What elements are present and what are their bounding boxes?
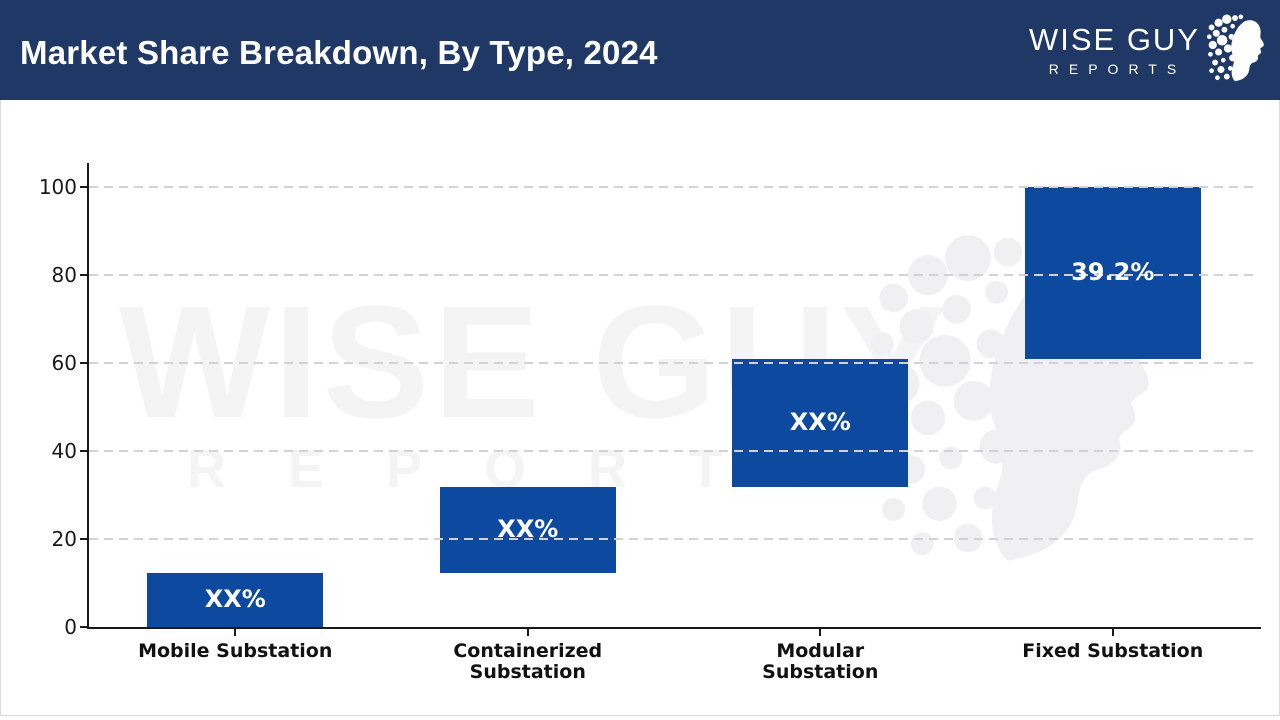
header-banner: Market Share Breakdown, By Type, 2024 WI…: [0, 0, 1280, 100]
y-tick-label: 60: [51, 351, 77, 375]
y-tick-mark: [80, 274, 88, 276]
logo-wordmark: WISE GUY: [1028, 22, 1200, 57]
y-tick-mark: [80, 538, 88, 540]
y-tick-label: 100: [38, 175, 77, 199]
x-category-label: Mobile Substation: [138, 640, 333, 662]
y-tick-label: 40: [51, 439, 77, 463]
logo-text: WISE GUY REPORTS: [1029, 22, 1200, 77]
gridline: [89, 274, 1259, 276]
bar-value-label: 39.2%: [1071, 258, 1155, 287]
bar-segment: [439, 487, 616, 574]
y-tick-mark: [80, 362, 88, 364]
bar-segment: [147, 573, 324, 627]
bar-segment: [732, 359, 909, 488]
logo-subtitle: REPORTS: [1048, 61, 1187, 77]
bar-value-label: XX%: [204, 585, 266, 614]
y-tick-label: 80: [51, 263, 77, 287]
bar-segment: [1024, 187, 1201, 360]
x-tick-mark: [819, 629, 822, 636]
wiseguy-logo: WISE GUY REPORTS: [1006, 6, 1266, 96]
bar-value-label: XX%: [789, 408, 851, 437]
x-tick-mark: [234, 629, 237, 636]
x-axis-line: [87, 627, 1261, 629]
chart-area: 0 20 40 60 80 100 XX% Mobile Substation XX% Conta…: [1, 100, 1279, 715]
y-tick-mark: [80, 450, 88, 452]
y-tick-label: 0: [64, 615, 77, 639]
x-category-label: Fixed Substation: [1022, 640, 1204, 662]
y-tick-label: 20: [51, 527, 77, 551]
y-tick-mark: [80, 186, 88, 188]
x-category-label: Modular Substation: [762, 640, 879, 683]
gridline: [89, 538, 1259, 540]
wiseguy-face-icon: [1204, 11, 1266, 93]
chart-card: WISE GUY REPORTS 0 20 40 60 80 100 XX% Mobile S…: [0, 100, 1280, 716]
y-axis-line: [87, 163, 89, 629]
y-tick-mark: [80, 626, 88, 628]
x-category-label: Containerized Substation: [453, 640, 603, 683]
bar-value-label: XX%: [497, 515, 559, 544]
x-tick-mark: [526, 629, 529, 636]
gridline: [89, 186, 1259, 188]
gridline: [89, 450, 1259, 452]
page-title: Market Share Breakdown, By Type, 2024: [20, 34, 658, 71]
gridline: [89, 362, 1259, 364]
x-tick-mark: [1111, 629, 1114, 636]
